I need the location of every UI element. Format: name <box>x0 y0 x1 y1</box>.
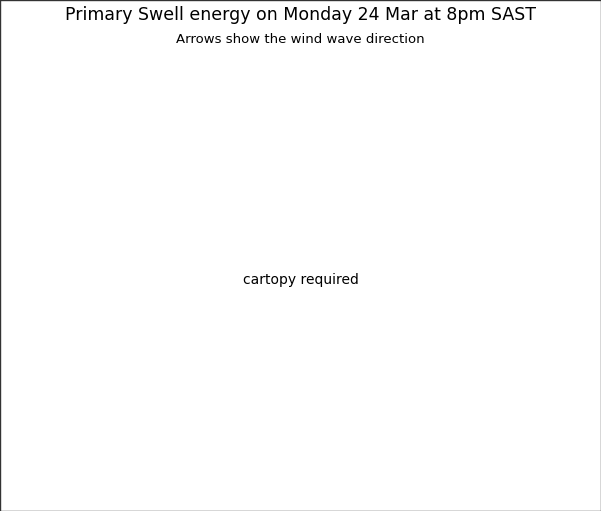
Text: Primary Swell energy on Monday 24 Mar at 8pm SAST: Primary Swell energy on Monday 24 Mar at… <box>65 6 536 24</box>
Text: cartopy required: cartopy required <box>243 273 358 287</box>
Text: Arrows show the wind wave direction: Arrows show the wind wave direction <box>176 33 425 47</box>
